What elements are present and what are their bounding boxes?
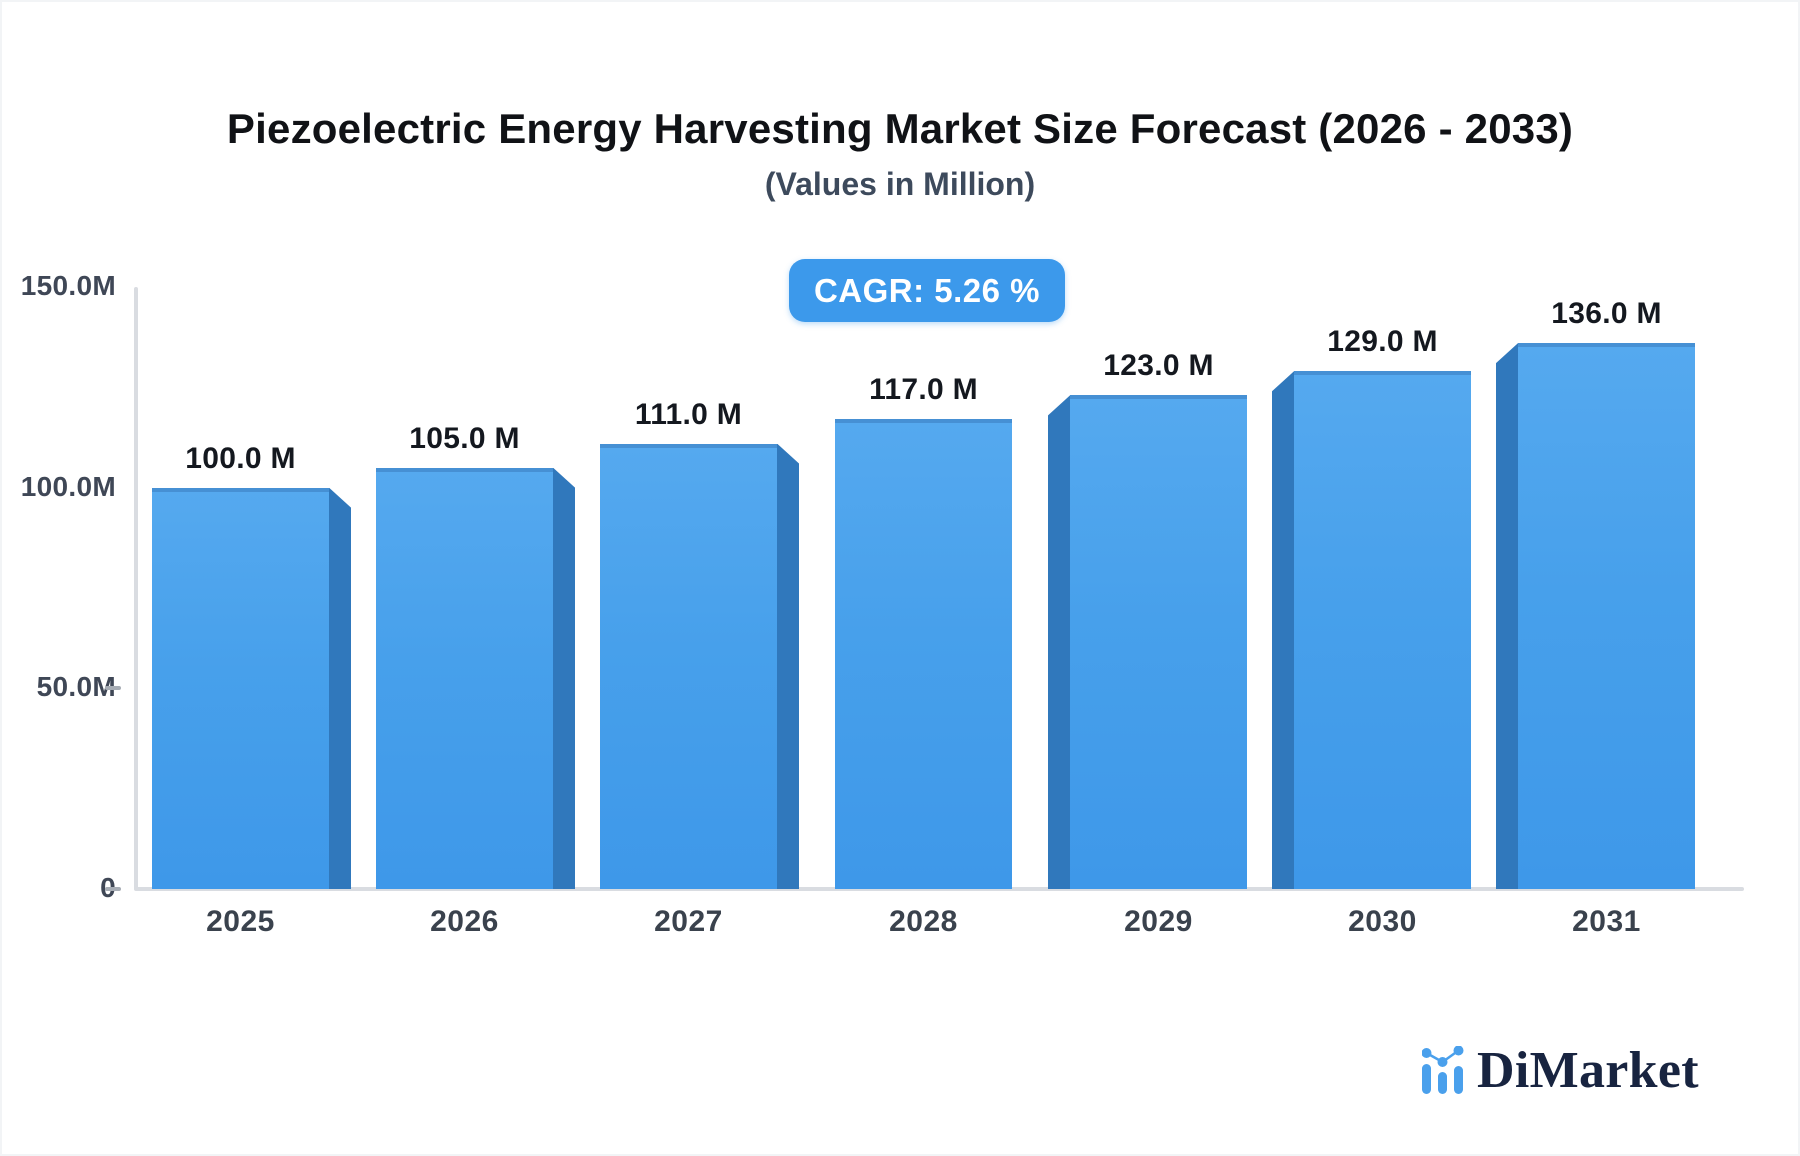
bar-group-2026 bbox=[376, 467, 575, 889]
bar-value-label: 117.0 M bbox=[869, 373, 978, 407]
bar-group-2029 bbox=[1048, 395, 1247, 889]
bar-2025[interactable] bbox=[152, 487, 329, 889]
bar-value-label: 129.0 M bbox=[1327, 325, 1438, 359]
x-axis-line bbox=[134, 887, 1744, 891]
bar-value-label: 100.0 M bbox=[185, 441, 296, 475]
bar-2028[interactable] bbox=[835, 419, 1012, 889]
y-tick-mark bbox=[105, 686, 121, 691]
bar-side-face bbox=[1496, 343, 1518, 889]
bar-side-face bbox=[553, 467, 575, 889]
logo-bars-icon bbox=[1422, 1046, 1464, 1094]
x-axis-label: 2029 bbox=[1124, 905, 1193, 938]
x-axis-label: 2026 bbox=[430, 905, 499, 938]
brand-logo: DiMarket bbox=[1422, 1038, 1699, 1102]
bar-value-label: 105.0 M bbox=[409, 421, 520, 455]
bar-group-2025 bbox=[152, 487, 351, 889]
cagr-badge: CAGR: 5.26 % bbox=[789, 259, 1065, 322]
page-subtitle: (Values in Million) bbox=[764, 166, 1036, 202]
bar-side-face bbox=[1048, 395, 1070, 889]
bar-side-face bbox=[1272, 371, 1294, 889]
bar-2026[interactable] bbox=[376, 467, 553, 889]
x-axis-label: 2030 bbox=[1348, 905, 1417, 938]
y-tick-label: 50.0M bbox=[36, 671, 116, 703]
bar-2029[interactable] bbox=[1070, 395, 1247, 889]
cagr-badge-label: CAGR: 5.26 % bbox=[813, 271, 1041, 309]
bar-value-label: 123.0 M bbox=[1103, 349, 1214, 383]
y-tick-label: 150.0M bbox=[20, 270, 116, 301]
bar-2030[interactable] bbox=[1294, 371, 1471, 889]
y-tick-label: 0 bbox=[2, 872, 116, 904]
bar-side-face bbox=[329, 487, 351, 889]
bar-value-label: 111.0 M bbox=[634, 397, 743, 431]
bar-side-face bbox=[777, 443, 799, 889]
y-tick-mark bbox=[105, 887, 121, 891]
x-axis-label: 2027 bbox=[654, 905, 723, 938]
x-axis-label: 2031 bbox=[1572, 905, 1641, 938]
bar-group-2028 bbox=[835, 419, 1012, 889]
page-title: Piezoelectric Energy Harvesting Market S… bbox=[226, 105, 1574, 152]
y-axis-line bbox=[134, 287, 138, 890]
x-axis-label: 2028 bbox=[889, 905, 958, 938]
bar-value-label: 136.0 M bbox=[1551, 297, 1662, 331]
bar-group-2030 bbox=[1272, 371, 1471, 889]
y-tick-label: 100.0M bbox=[20, 470, 116, 502]
bar-group-2027 bbox=[600, 443, 799, 889]
x-axis-label: 2025 bbox=[206, 905, 275, 938]
bar-2027[interactable] bbox=[600, 443, 777, 889]
bar-group-2031 bbox=[1496, 343, 1695, 889]
bar-2031[interactable] bbox=[1518, 343, 1695, 889]
logo-text: DiMarket bbox=[1477, 1041, 1699, 1099]
